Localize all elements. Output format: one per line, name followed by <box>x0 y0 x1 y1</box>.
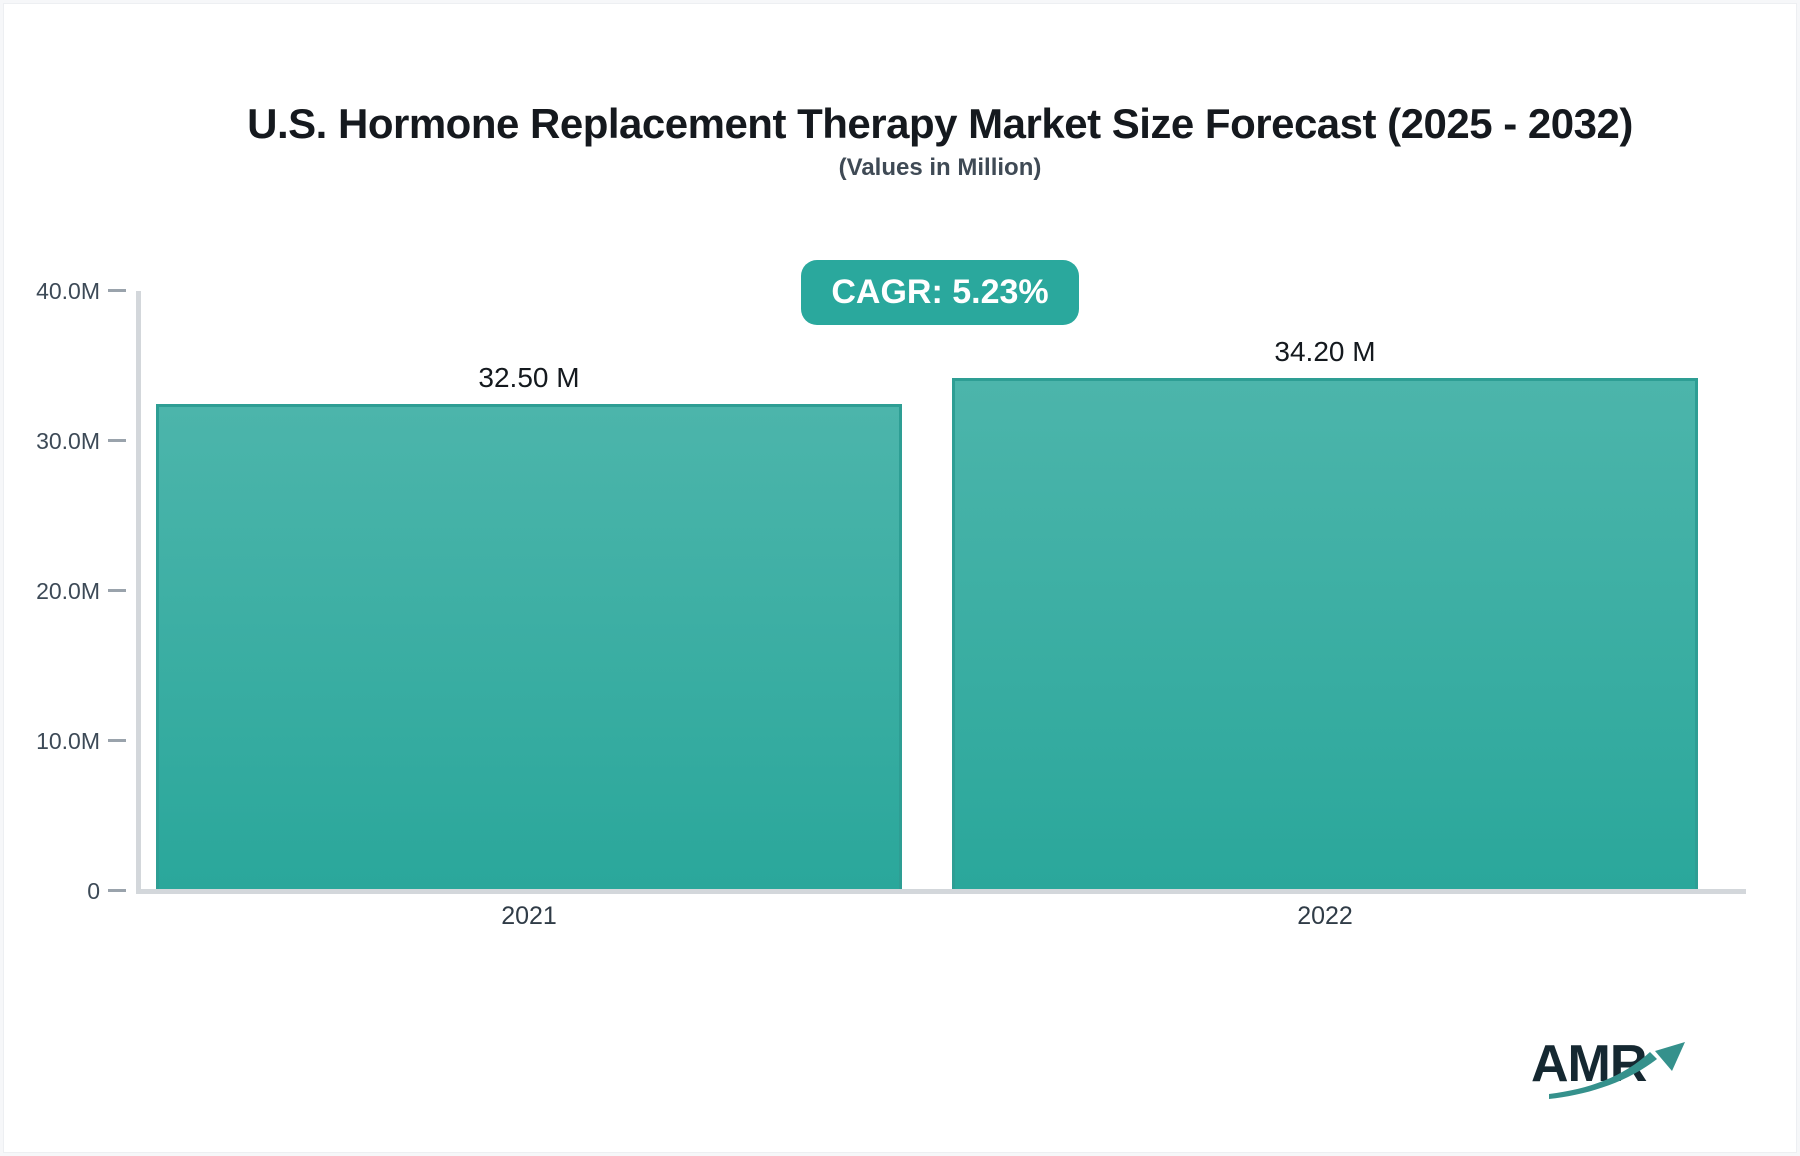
amr-logo: AMR <box>1531 1035 1701 1107</box>
x-axis-category-label: 2021 <box>501 902 557 930</box>
cagr-badge-row: CAGR: 5.23% <box>84 260 1796 325</box>
y-axis-tick-label: 40.0M <box>36 278 100 304</box>
y-axis-tick-label: 30.0M <box>36 428 100 454</box>
y-axis-line <box>136 291 141 894</box>
y-axis-tick-label: 0 <box>87 878 100 904</box>
y-axis-tick-mark <box>108 289 126 292</box>
bar-2021 <box>156 404 902 889</box>
bar-2022 <box>952 378 1698 889</box>
growth-arrow-head-icon <box>1655 1042 1685 1071</box>
growth-arrow-icon <box>1549 1052 1657 1099</box>
y-axis-tick-label: 10.0M <box>36 728 100 754</box>
y-axis-tick-mark <box>108 739 126 742</box>
chart-title: U.S. Hormone Replacement Therapy Market … <box>247 100 1633 147</box>
y-axis-tick-mark <box>108 589 126 592</box>
cagr-badge: CAGR: 5.23% <box>801 260 1079 325</box>
x-axis-category-label: 2022 <box>1297 902 1353 930</box>
y-axis-tick-label: 20.0M <box>36 578 100 604</box>
chart-card: U.S. Hormone Replacement Therapy Market … <box>3 3 1797 1153</box>
chart-subtitle: (Values in Million) <box>838 154 1042 181</box>
y-axis-tick-mark <box>108 889 126 892</box>
bar-chart: 40.0M 30.0M 20.0M 10.0M 0 32.50 M 2021 34.20 M 2… <box>4 4 1796 1152</box>
amr-logo-graphic: AMR <box>1531 1035 1685 1099</box>
bar-value-label: 34.20 M <box>1274 336 1376 367</box>
y-axis-tick-mark <box>108 439 126 442</box>
x-axis-line <box>136 889 1746 894</box>
amr-logo-text: AMR <box>1531 1037 1647 1093</box>
bar-value-label: 32.50 M <box>478 362 580 393</box>
